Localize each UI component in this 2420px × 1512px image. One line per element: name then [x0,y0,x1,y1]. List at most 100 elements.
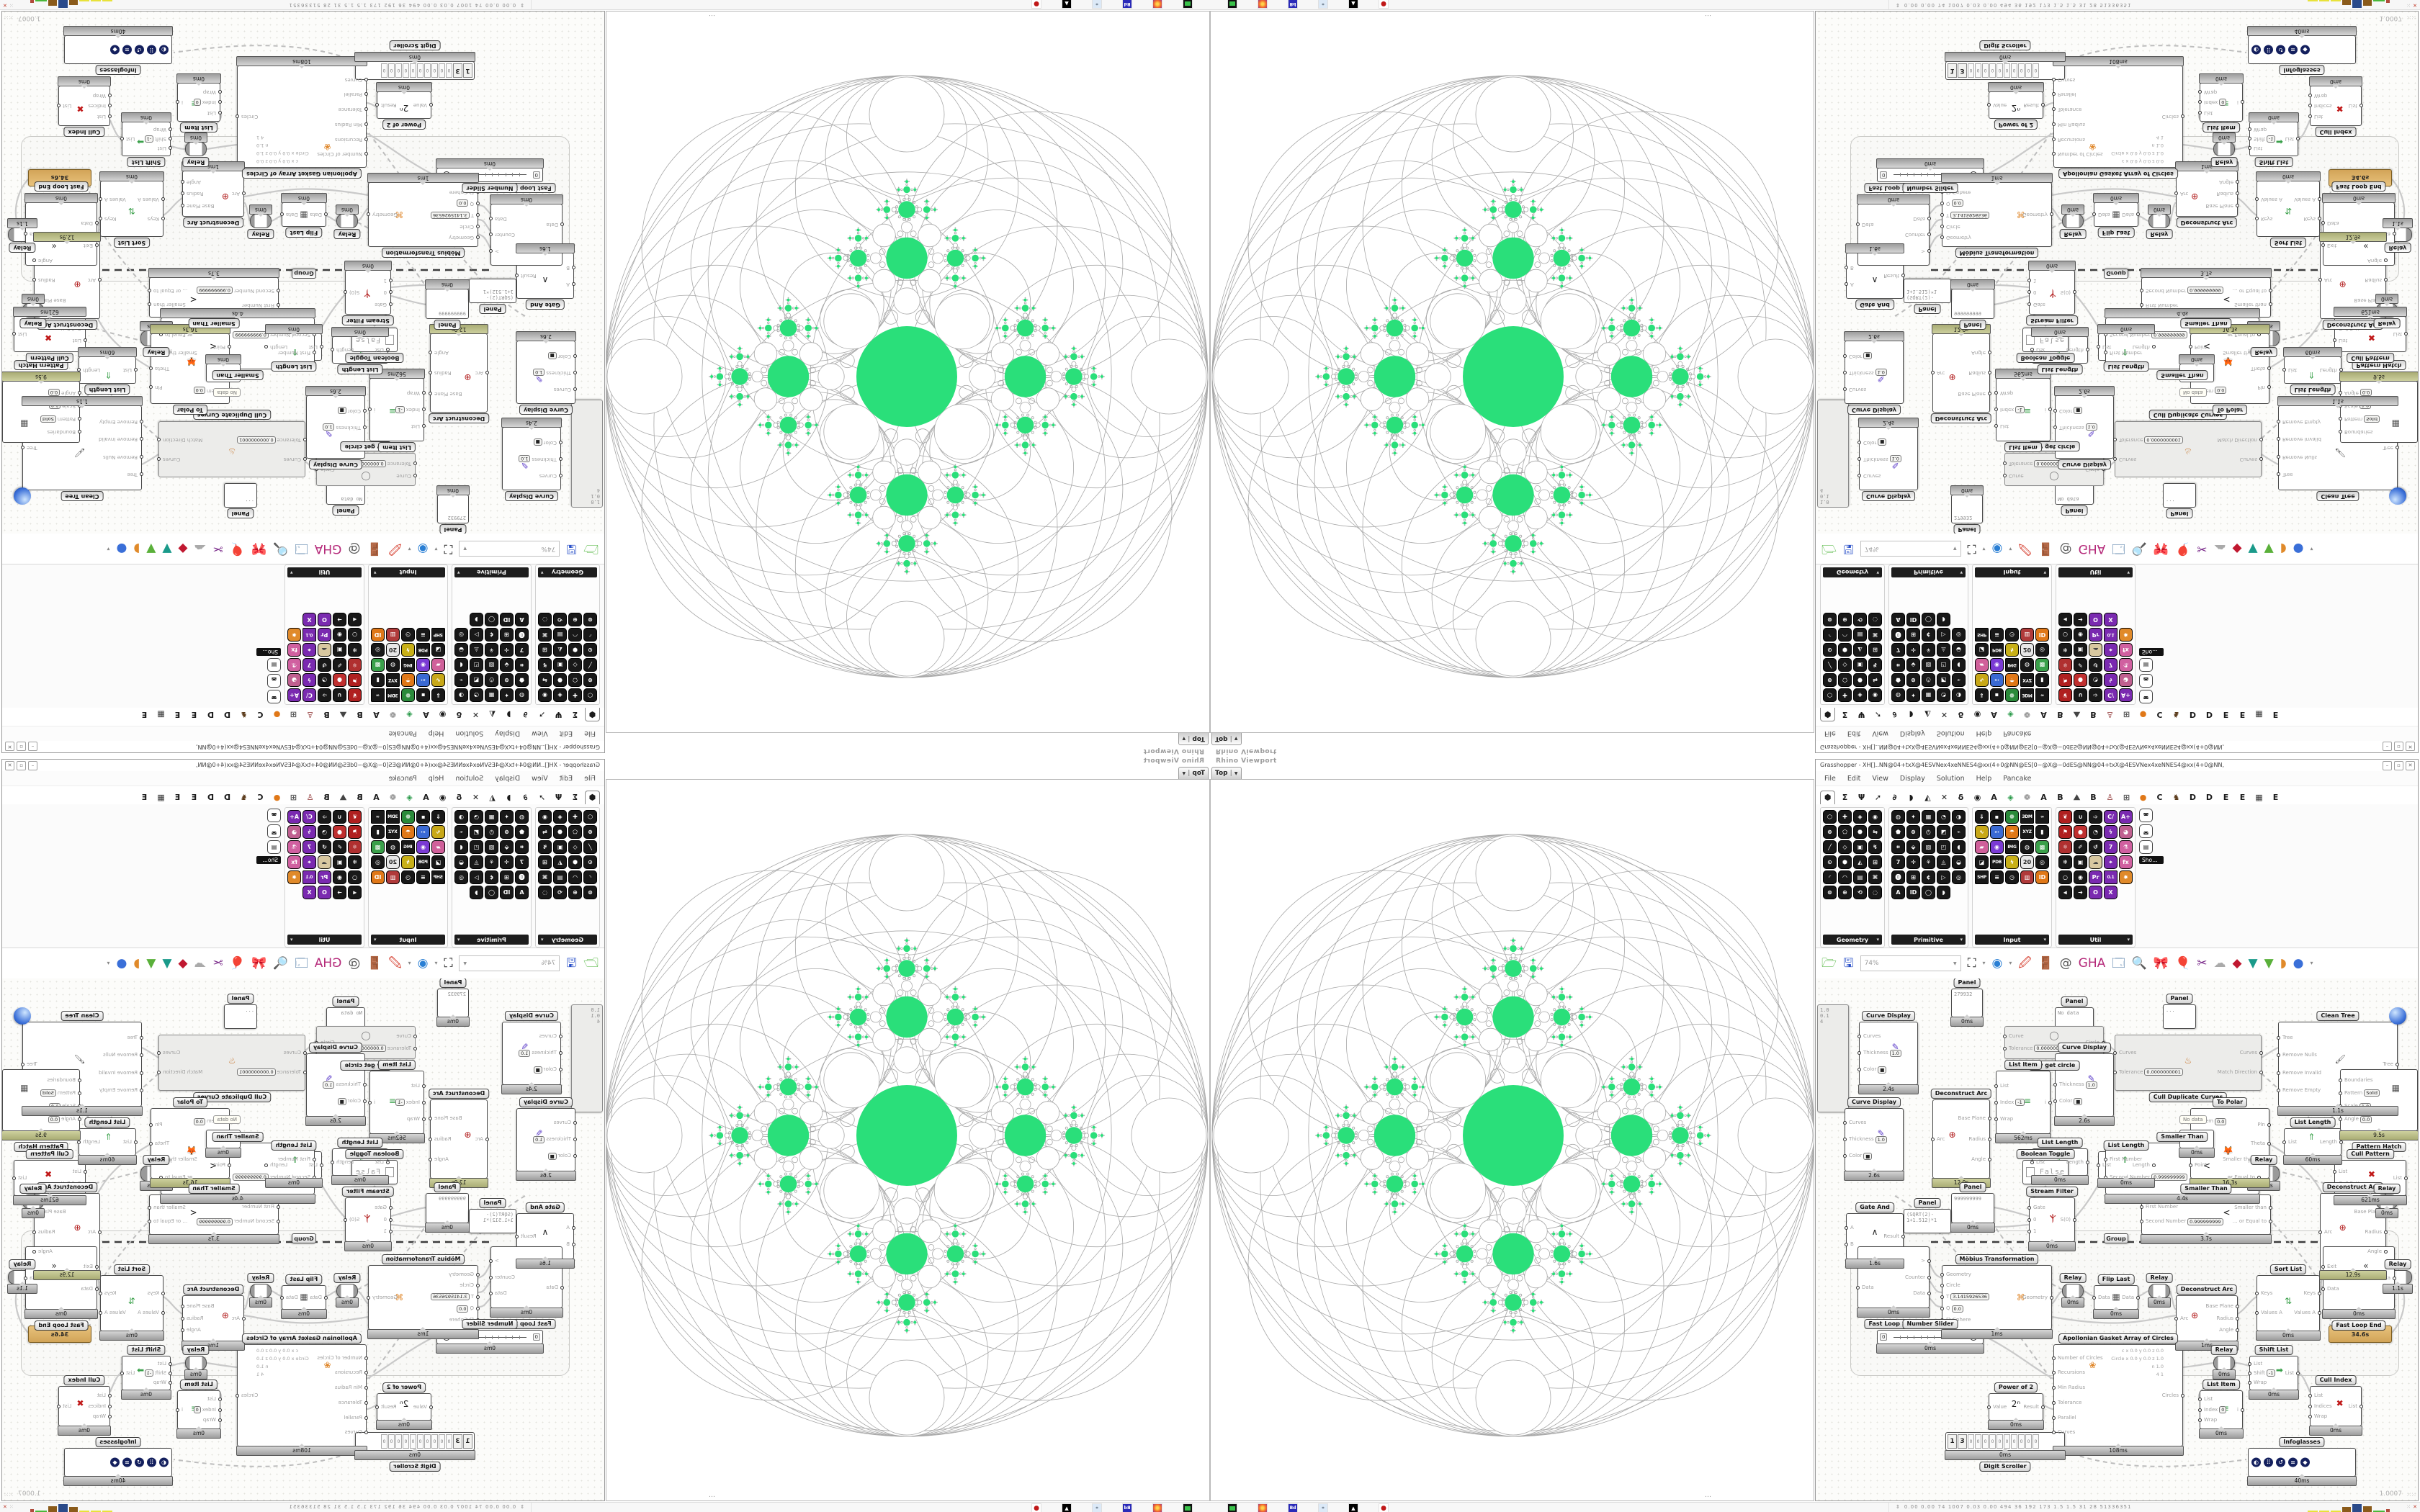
digit-scroller[interactable]: 1 3 0 0 0 0 0 0 0 0 0 0 Digit Scroller 0ms [354,40,475,80]
viewport-tab-top[interactable]: Top | ▼ [1211,732,1242,745]
relay[interactable]: Relay 0ms [247,1273,274,1308]
component-icon[interactable]: ⌖ [2104,855,2118,869]
port[interactable]: Arc [2324,1228,2333,1235]
panel-body[interactable]: 999999999 [1951,1193,1994,1223]
port[interactable]: Base Plane [187,1302,215,1309]
mobius-transformation-body[interactable]: Geometry Circle T 3.1415926536 Q 0.0 FixSphere… [1942,182,2052,247]
component-icon[interactable]: ⬠ [1838,673,1852,687]
component-icon[interactable]: ◚ [267,690,281,703]
port[interactable]: Arc [1937,370,1945,377]
stream-filter-body[interactable]: Gate 0 1 S(0) Ⲯ [2029,1197,2075,1242]
component-icon[interactable]: ↺ [318,658,331,672]
category-tab[interactable]: ◭ [489,793,496,802]
component-icon[interactable]: ∪ [333,810,346,824]
mobius-transformation[interactable]: Geometry Circle T 3.1415926536 Q 0.0 FixSphere… [1941,173,2053,258]
category-tab[interactable]: A [2040,710,2047,719]
exit-door-icon[interactable]: 🚪 [367,955,382,971]
port[interactable]: List [207,1396,216,1402]
component-icon[interactable]: ✚ [568,810,582,824]
port[interactable]: Pattern Solid [2344,1089,2380,1097]
category-tab[interactable]: ◉ [1973,793,1981,802]
port[interactable]: Gate [2033,1205,2045,1211]
port[interactable]: Thickness 1.0 [533,1135,572,1143]
relay[interactable]: Relay 0ms [2146,1273,2173,1308]
port[interactable]: Tolerance 0.0000000001 [2118,1068,2183,1076]
component-icon[interactable]: ▨ [1922,658,1935,672]
port[interactable]: Length [2319,1138,2337,1145]
port[interactable]: List [2036,1158,2045,1165]
component-icon[interactable]: ✛ [1906,643,1920,657]
port[interactable]: Data [1862,1284,1874,1291]
component-icon[interactable]: ⌗ [515,658,529,672]
category-tab[interactable]: B [323,793,330,802]
maximize-button[interactable]: ▫ [2394,761,2403,770]
component-icon[interactable]: ⊚ [500,673,514,687]
category-tab[interactable]: A [1991,710,1997,719]
firefox-icon[interactable] [1152,1503,1162,1512]
toggle-checkbox[interactable] [2026,1167,2035,1177]
port[interactable]: Q 0.0 [1945,1305,1963,1313]
category-tab[interactable]: B [2090,793,2097,802]
port[interactable]: Arc [87,1228,96,1235]
relay[interactable]: Relay 0ms [2059,204,2087,239]
port[interactable]: Base Plane [434,1115,462,1122]
param-stack[interactable]: 1.0 0.1 4 [571,400,603,508]
component-icon[interactable]: ⊞ [500,628,514,642]
category-tab[interactable]: ❁ [389,710,397,719]
power-of-2[interactable]: Value Result 2ⁿ Power of 2 0ms [1988,82,2044,130]
component-icon[interactable]: ∞ [371,688,385,702]
port[interactable]: Keys [104,1290,117,1296]
port[interactable]: 1 [2033,1228,2037,1234]
port[interactable]: Index -1 [1999,1099,2025,1106]
component-icon[interactable]: ⬣ [1853,825,1867,839]
panel-body[interactable]: 999999999 [426,1193,469,1223]
port[interactable]: Curves [283,456,301,463]
port[interactable]: Pln [2257,384,2265,390]
cone-icon[interactable]: ▼ [162,541,172,557]
component-icon[interactable]: ▦ [1922,688,1935,702]
port[interactable]: Tolerance 0.0000000001 [2118,436,2183,444]
port[interactable]: Point [2195,343,2208,350]
port[interactable]: Tree [2282,1035,2293,1041]
cone-icon[interactable]: ▼ [162,955,172,971]
port[interactable]: Curves [553,1120,571,1126]
component-icon[interactable]: ◠ [568,870,582,884]
port[interactable]: List [18,1174,27,1181]
component-icon[interactable]: ▣ [553,658,567,672]
component-icon[interactable]: A [515,613,529,626]
port[interactable]: List [2285,1369,2294,1376]
category-tab[interactable]: ◗ [1909,710,1914,719]
menu-item-help[interactable]: Help [1976,774,1992,783]
component-icon[interactable]: ⬢ [1838,855,1852,869]
component-icon[interactable]: A [1891,613,1905,626]
port[interactable]: Keys [104,216,117,222]
category-tab[interactable]: E [141,710,148,719]
port[interactable]: Index -1 [395,406,421,413]
component-icon[interactable]: ╱ [583,840,597,854]
port[interactable]: Base Plane [2205,203,2233,210]
component-icon[interactable]: ∪ [333,688,346,702]
component-icon[interactable]: ◍ [2020,658,2034,672]
port[interactable]: Tree [127,471,138,477]
port[interactable]: Remove Invalid [2282,436,2321,443]
component-icon[interactable]: ⌁ [1952,825,1966,839]
port[interactable]: Indices [2314,103,2332,109]
category-tab[interactable]: Σ [572,710,578,719]
infoglasses-body[interactable]: ◐ ⠿ ↺ ≡ ◆ [2248,35,2356,64]
component-icon[interactable]: ➩ [318,810,331,824]
component-icon[interactable]: ⬣ [553,825,567,839]
relay[interactable]: Relay 0ms [2059,1273,2087,1308]
caret[interactable]: ▾ [408,546,411,552]
relay[interactable]: Relay 0ms [333,204,361,239]
component-icon[interactable]: ¢ [1922,870,1935,884]
digit-scroller[interactable]: 1 3 0 0 0 0 0 0 0 0 0 0 Digit Scroller 0ms [1945,1432,2066,1472]
port[interactable]: Indices [88,103,106,109]
port[interactable]: List [2348,1403,2357,1409]
minimize-button[interactable]: – [28,761,37,770]
category-tab[interactable]: ▦ [2255,793,2263,802]
port[interactable]: Keys [147,1290,159,1296]
port[interactable]: Data [495,216,507,222]
menu-item-solution[interactable]: Solution [455,729,484,738]
component-icon[interactable]: ◕ [2119,673,2133,687]
